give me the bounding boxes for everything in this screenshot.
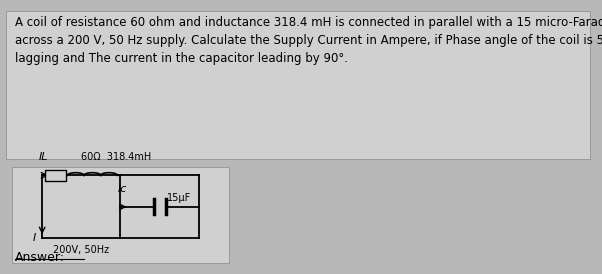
Text: Ic: Ic [117, 184, 127, 194]
FancyBboxPatch shape [6, 11, 590, 159]
Text: 60Ω  318.4mH: 60Ω 318.4mH [81, 152, 152, 162]
FancyBboxPatch shape [12, 167, 229, 263]
Text: 15μF: 15μF [167, 193, 191, 203]
Text: 200V, 50Hz: 200V, 50Hz [53, 246, 110, 255]
Bar [45, 170, 66, 181]
Text: I: I [33, 233, 36, 243]
Text: A coil of resistance 60 ohm and inductance 318.4 mH is connected in parallel wit: A coil of resistance 60 ohm and inductan… [15, 16, 602, 65]
Text: IL: IL [39, 152, 49, 162]
Text: Answer:: Answer: [15, 251, 65, 264]
